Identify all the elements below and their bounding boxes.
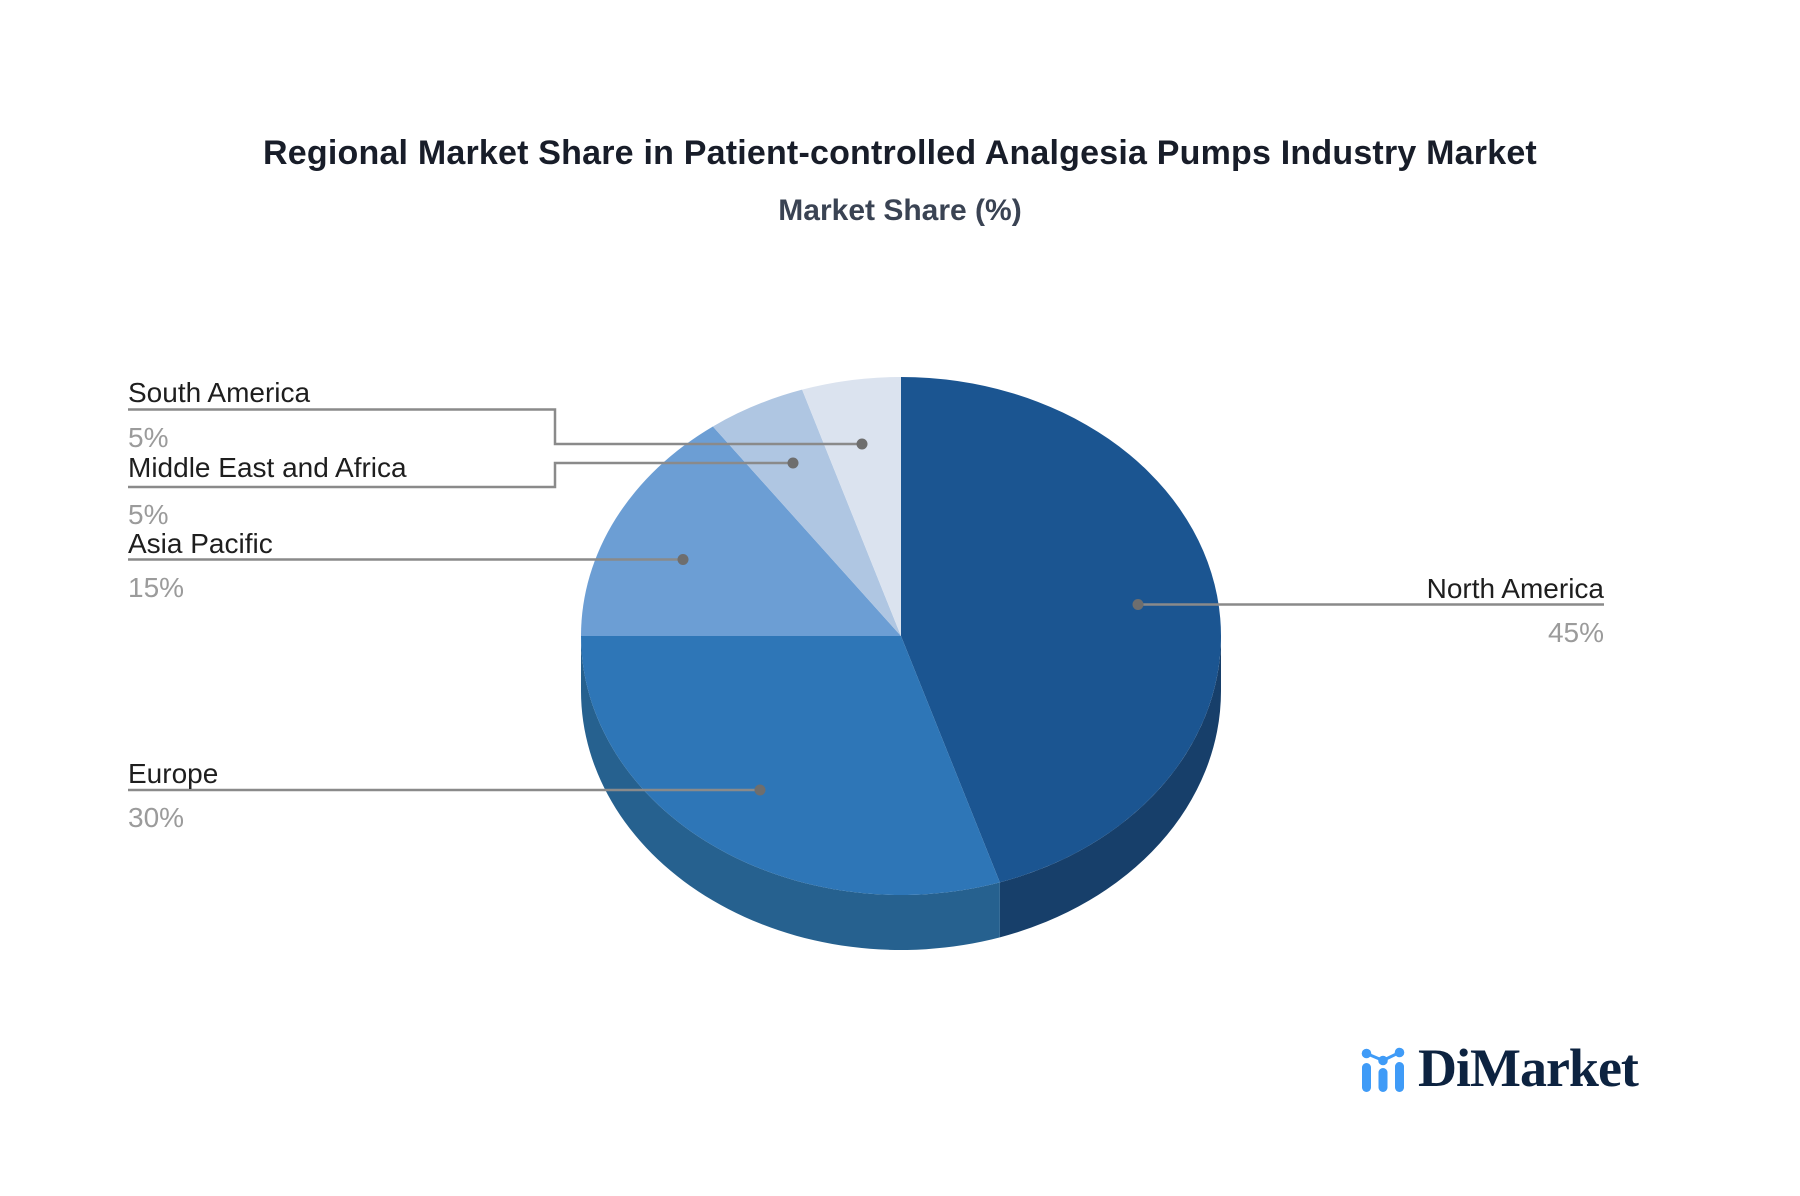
leader-dot-asia-pacific — [677, 554, 689, 565]
pie-slice-south-america[interactable] — [802, 377, 901, 636]
segment-label-north-america: North America — [1426, 573, 1604, 604]
pie-slice-side-europe — [581, 636, 1000, 951]
bar-chart-trend-icon — [1361, 1047, 1405, 1092]
segment-label-europe: Europe — [128, 758, 219, 789]
pie-slice-middle-east-and-africa[interactable] — [712, 389, 901, 636]
leader-dot-north-america — [1132, 599, 1144, 610]
logo-wordmark: DiMarket — [1418, 1038, 1639, 1098]
leader-line-south-america — [128, 408, 862, 446]
pie-slice-asia-pacific[interactable] — [581, 426, 901, 636]
pie-slice-side-north-america — [999, 636, 1221, 938]
segment-label-south-america: South America — [128, 377, 311, 408]
segment-label-middle-east-and-africa: Middle East and Africa — [128, 452, 407, 483]
chart-title: Regional Market Share in Patient-control… — [263, 134, 1537, 172]
segment-label-asia-pacific: Asia Pacific — [128, 528, 273, 559]
dimarket-logo: DiMarket — [1360, 1038, 1639, 1098]
chart-subtitle: Market Share (%) — [778, 194, 1022, 227]
leader-dot-europe — [754, 784, 766, 796]
leader-dot-south-america — [856, 438, 868, 450]
segment-value-europe: 30% — [128, 802, 185, 833]
pie-slice-europe[interactable] — [581, 636, 1000, 895]
segment-value-asia-pacific: 15% — [128, 572, 185, 603]
pie-slice-north-america[interactable] — [901, 377, 1221, 883]
leader-dot-middle-east-and-africa — [787, 457, 799, 469]
leader-line-middle-east-and-africa — [128, 461, 793, 489]
segment-value-middle-east-and-africa: 5% — [128, 499, 169, 530]
segment-value-south-america: 5% — [128, 422, 169, 453]
segment-value-north-america: 45% — [1547, 617, 1604, 648]
